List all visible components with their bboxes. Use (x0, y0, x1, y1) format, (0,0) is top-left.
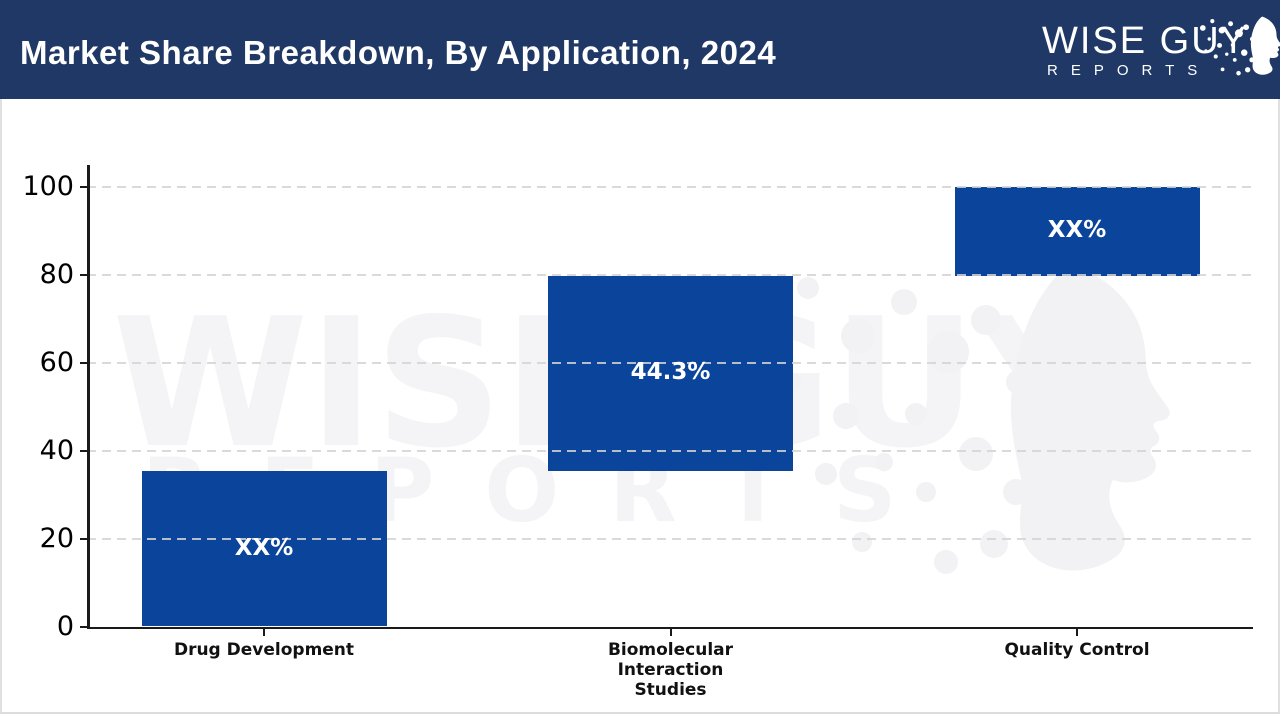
brand-face-icon (1199, 16, 1280, 76)
y-tick-40 (80, 449, 87, 452)
y-tick-label: 60 (39, 346, 74, 378)
x-tick-1 (669, 629, 672, 636)
x-tick-0 (263, 629, 265, 636)
y-axis-line (87, 164, 90, 629)
x-category-label: Drug Development (173, 639, 355, 660)
gridline-y-80 (87, 273, 1253, 276)
y-tick-label: 40 (39, 434, 74, 466)
bar-value-label: 44.3% (630, 359, 711, 386)
bar-value-label: XX% (234, 534, 294, 561)
gridline-y-20 (87, 537, 1253, 540)
y-tick-20 (80, 537, 87, 540)
x-tick-2 (1076, 629, 1078, 636)
y-tick-0 (80, 625, 87, 628)
bar-2 (954, 186, 1200, 276)
brand-wordmark: WISE GUY (1042, 20, 1249, 62)
chart-title: Market Share Breakdown, By Application, … (20, 34, 777, 71)
bar-0 (141, 470, 387, 627)
x-category-label: Biomolecular Interaction Studies (607, 639, 734, 700)
gridline-y-100 (87, 185, 1253, 188)
y-tick-label: 20 (39, 522, 74, 554)
x-axis-line (87, 626, 1253, 629)
y-tick-label: 100 (22, 170, 74, 202)
x-category-label: Quality Control (1004, 639, 1150, 660)
y-tick-label: 0 (56, 610, 74, 642)
y-tick-80 (80, 273, 87, 276)
bar-value-label: XX% (1047, 217, 1107, 244)
gridline-y-40 (87, 449, 1253, 452)
brand-wordmark-sub: REPORTS (1047, 62, 1211, 79)
gridline-y-60 (87, 361, 1253, 364)
header-bar: Market Share Breakdown, By Application, … (0, 0, 1280, 99)
plot-area: WISE GUY REPORTS 0 20 40 60 80 100 XX% Drug Dev… (0, 99, 1280, 714)
y-tick-label: 80 (39, 258, 74, 290)
y-tick-60 (80, 361, 87, 364)
bar-1 (548, 275, 793, 471)
y-tick-100 (80, 185, 87, 188)
